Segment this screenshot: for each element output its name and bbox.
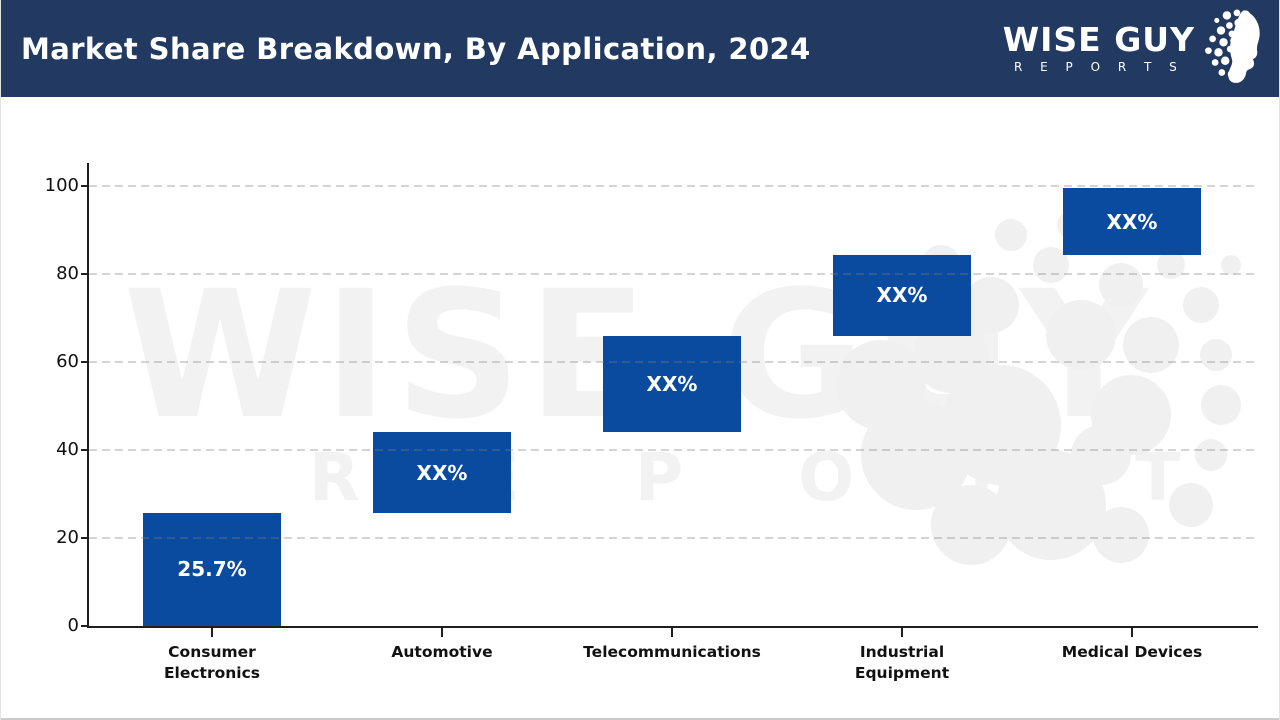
logo-secondary-text: R E P O R T S xyxy=(1013,60,1184,74)
gridline-40 xyxy=(89,449,1258,451)
logo-primary-text: WISE GUY xyxy=(1002,20,1195,59)
page-title: Market Share Breakdown, By Application, … xyxy=(21,31,811,66)
y-tick-label-60: 60 xyxy=(56,351,79,372)
y-tick-label-20: 20 xyxy=(56,527,79,548)
y-tick-mark-80 xyxy=(81,273,89,275)
y-tick-mark-60 xyxy=(81,361,89,363)
header-bar: Market Share Breakdown, By Application, … xyxy=(1,0,1279,97)
bar-segment-medical-devices xyxy=(1063,188,1201,256)
bar-value-label-automotive: XX% xyxy=(416,460,468,485)
bar-value-label-medical-devices: XX% xyxy=(1106,209,1158,234)
bar-segment-consumer-electronics xyxy=(143,512,281,626)
bar-value-label-consumer-electronics: 25.7% xyxy=(177,557,247,582)
chart-area: WISE GUY R E P O R T S 02040608010025.7%… xyxy=(1,97,1279,720)
y-tick-mark-20 xyxy=(81,537,89,539)
x-tick-mark-automotive xyxy=(441,628,443,637)
bar-segment-automotive xyxy=(373,432,511,513)
y-tick-mark-40 xyxy=(81,449,89,451)
bar-segment-industrial-equipment xyxy=(833,255,971,336)
x-axis-line xyxy=(87,626,1258,628)
category-label-automotive: Automotive xyxy=(391,643,493,661)
category-label-consumer-electronics: Consumer Electronics xyxy=(163,643,261,682)
logo-face-icon xyxy=(1205,9,1260,83)
category-label-industrial-equipment: Industrial Equipment xyxy=(854,643,950,682)
x-tick-mark-medical-devices xyxy=(1131,628,1133,637)
y-tick-label-40: 40 xyxy=(56,439,79,460)
brand-logo: WISE GUY R E P O R T S xyxy=(1003,7,1261,91)
gridline-100 xyxy=(89,185,1258,187)
x-tick-mark-industrial-equipment xyxy=(901,628,903,637)
gridline-80 xyxy=(89,273,1258,275)
y-tick-label-0: 0 xyxy=(67,615,79,636)
x-tick-mark-telecommunications xyxy=(671,628,673,637)
bar-value-label-telecommunications: XX% xyxy=(646,372,698,396)
bottom-border xyxy=(1,718,1279,720)
bar-value-label-industrial-equipment: XX% xyxy=(876,283,928,308)
y-tick-mark-0 xyxy=(81,625,89,627)
watermark-face-icon xyxy=(836,211,1241,565)
y-axis-line xyxy=(87,163,89,628)
y-tick-label-100: 100 xyxy=(44,175,79,196)
y-tick-mark-100 xyxy=(81,185,89,187)
x-tick-mark-consumer-electronics xyxy=(211,628,213,637)
gridline-20 xyxy=(89,537,1258,539)
category-label-medical-devices: Medical Devices xyxy=(1061,643,1203,661)
category-label-telecommunications: Telecommunications xyxy=(583,643,761,661)
bar-segment-telecommunications xyxy=(603,335,741,433)
logo-wordmark: WISE GUY R E P O R T S xyxy=(1003,23,1195,74)
y-tick-label-80: 80 xyxy=(56,263,79,284)
gridline-60 xyxy=(89,361,1258,363)
